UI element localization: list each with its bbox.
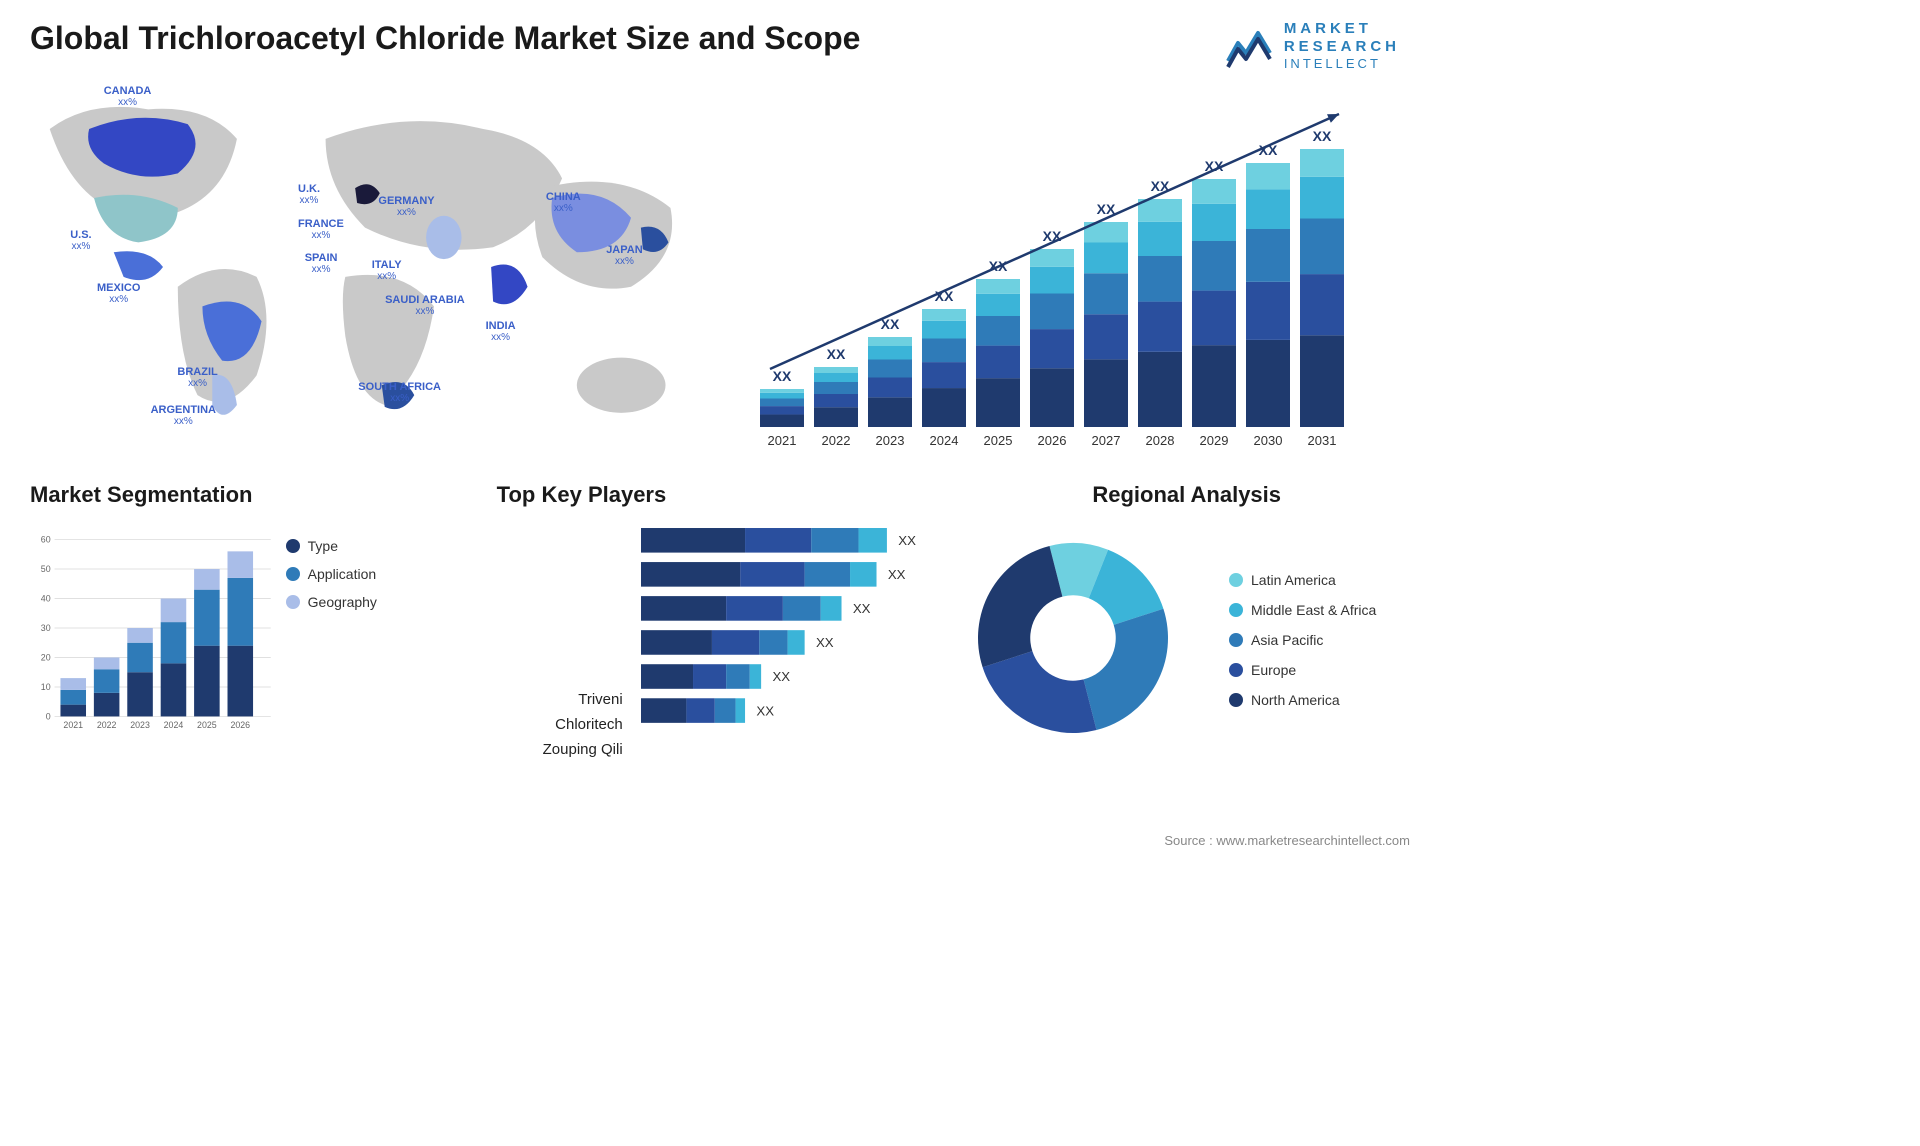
svg-text:0: 0	[46, 711, 51, 721]
country-label: CHINAxx%	[546, 191, 581, 214]
svg-text:2021: 2021	[768, 433, 797, 448]
players-chart: XX XX XX XX XX XX	[641, 518, 944, 748]
player-label: Triveni	[497, 691, 623, 708]
country-label: FRANCExx%	[298, 218, 344, 241]
svg-text:2026: 2026	[1038, 433, 1067, 448]
svg-text:2023: 2023	[130, 720, 150, 730]
svg-text:XX: XX	[1313, 128, 1332, 144]
players-panel: Top Key Players Triveni Chloritech Zouping…	[497, 482, 944, 762]
svg-text:XX: XX	[898, 533, 916, 548]
page-title: Global Trichloroacetyl Chloride Market S…	[30, 20, 1410, 57]
svg-text:2027: 2027	[1092, 433, 1121, 448]
legend-item: Geography	[286, 594, 477, 610]
bar-chart-svg: XX2021XX2022XX2023XX2024XX2025XX2026XX20…	[730, 77, 1410, 457]
svg-text:XX: XX	[853, 601, 871, 616]
svg-text:XX: XX	[827, 346, 846, 362]
segmentation-title: Market Segmentation	[30, 482, 477, 508]
market-size-chart: XX2021XX2022XX2023XX2024XX2025XX2026XX20…	[730, 77, 1410, 457]
svg-text:2024: 2024	[930, 433, 959, 448]
svg-text:XX: XX	[773, 368, 792, 384]
country-label: JAPANxx%	[606, 244, 642, 267]
country-label: SPAINxx%	[305, 252, 338, 275]
country-label: ARGENTINAxx%	[151, 404, 216, 427]
country-label: SOUTH AFRICAxx%	[358, 381, 441, 404]
legend-item: Middle East & Africa	[1229, 602, 1410, 618]
regional-panel: Regional Analysis Latin America Middle Ea…	[963, 482, 1410, 762]
svg-text:2031: 2031	[1308, 433, 1337, 448]
player-label: Chloritech	[497, 716, 623, 733]
country-label: CANADAxx%	[104, 85, 152, 108]
world-map: CANADAxx% U.S.xx% MEXICOxx% BRAZILxx% ARGENT…	[30, 77, 700, 457]
svg-text:XX: XX	[772, 669, 790, 684]
players-labels: Triveni Chloritech Zouping Qili	[497, 518, 631, 762]
svg-text:2021: 2021	[63, 720, 83, 730]
country-label: SAUDI ARABIAxx%	[385, 294, 465, 317]
svg-text:XX: XX	[888, 567, 906, 582]
player-label: Zouping Qili	[497, 741, 623, 758]
logo-line2: RESEARCH	[1284, 38, 1400, 56]
svg-text:XX: XX	[816, 635, 834, 650]
legend-item: Application	[286, 566, 477, 582]
svg-text:20: 20	[41, 652, 51, 662]
legend-item: Asia Pacific	[1229, 632, 1410, 648]
svg-text:2030: 2030	[1254, 433, 1283, 448]
svg-text:2025: 2025	[197, 720, 217, 730]
svg-text:2024: 2024	[164, 720, 184, 730]
svg-text:10: 10	[41, 682, 51, 692]
svg-text:30: 30	[41, 623, 51, 633]
svg-text:2025: 2025	[984, 433, 1013, 448]
country-label: GERMANYxx%	[378, 195, 434, 218]
country-label: BRAZILxx%	[177, 366, 217, 389]
country-label: U.K.xx%	[298, 183, 320, 206]
brand-logo: MARKET RESEARCH INTELLECT	[1224, 20, 1400, 72]
logo-line1: MARKET	[1284, 20, 1400, 38]
svg-text:2023: 2023	[876, 433, 905, 448]
svg-text:XX: XX	[756, 703, 774, 718]
country-label: ITALYxx%	[372, 259, 402, 282]
svg-text:40: 40	[41, 593, 51, 603]
svg-text:2026: 2026	[230, 720, 250, 730]
svg-text:50: 50	[41, 564, 51, 574]
country-label: INDIAxx%	[486, 320, 516, 343]
players-title: Top Key Players	[497, 482, 944, 508]
regional-legend: Latin America Middle East & Africa Asia Pa…	[1229, 572, 1410, 708]
svg-text:60: 60	[41, 535, 51, 545]
source-text: Source : www.marketresearchintellect.com	[1164, 833, 1410, 848]
svg-text:2022: 2022	[822, 433, 851, 448]
country-label: MEXICOxx%	[97, 282, 140, 305]
segmentation-panel: Market Segmentation 0 10 20 30 40 50 60 2021 202…	[30, 482, 477, 762]
regional-title: Regional Analysis	[963, 482, 1410, 508]
svg-text:2029: 2029	[1200, 433, 1229, 448]
legend-item: Latin America	[1229, 572, 1410, 588]
legend-item: Europe	[1229, 662, 1410, 678]
segmentation-chart: 0 10 20 30 40 50 60 2021 2022 2023 2024 2025 2026	[30, 518, 276, 738]
svg-text:2028: 2028	[1146, 433, 1175, 448]
legend-item: North America	[1229, 692, 1410, 708]
logo-line3: INTELLECT	[1284, 56, 1400, 72]
segmentation-legend: Type Application Geography	[286, 518, 477, 762]
legend-item: Type	[286, 538, 477, 554]
country-label: U.S.xx%	[70, 229, 91, 252]
donut-chart	[963, 528, 1183, 748]
svg-text:2022: 2022	[97, 720, 117, 730]
